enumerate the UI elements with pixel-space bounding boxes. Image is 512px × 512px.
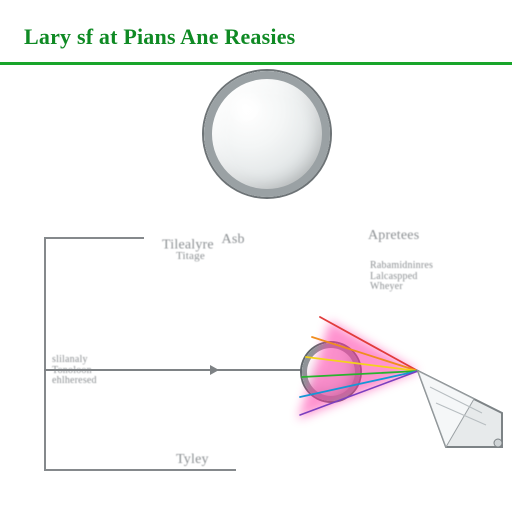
axis-top-cap	[44, 237, 144, 239]
axis-horizontal	[44, 469, 236, 471]
optical-axis-ray	[44, 369, 304, 371]
emitter-icon	[412, 365, 508, 451]
label-right-title: Apretees	[368, 229, 419, 244]
arrowhead-icon	[210, 365, 219, 375]
page: Lary sf at Pians Ane Reasies Tilealyre A…	[0, 0, 512, 512]
label-text: Wheyer	[370, 282, 433, 293]
label-center-lower: Titage	[176, 251, 205, 263]
label-right-stack: Rabamidninres Lalcaspped Wheyer	[370, 261, 433, 293]
axis-vertical	[44, 237, 46, 471]
label-sup: Asb	[222, 232, 245, 247]
diagram-canvas: Tilealyre Asb Titage Apretees Rabamidnin…	[24, 65, 488, 485]
lens-small-icon	[302, 343, 360, 401]
lens-large-icon	[204, 71, 330, 197]
label-text: ehlheresed	[52, 376, 97, 387]
page-title: Lary sf at Pians Ane Reasies	[24, 20, 488, 62]
label-text: Rabamidninres	[370, 261, 433, 272]
label-left-stack: slilanaly Tonoloon ehlheresed	[52, 355, 97, 387]
label-bottom: Tyley	[176, 453, 209, 468]
label-text: slilanaly	[52, 355, 97, 366]
